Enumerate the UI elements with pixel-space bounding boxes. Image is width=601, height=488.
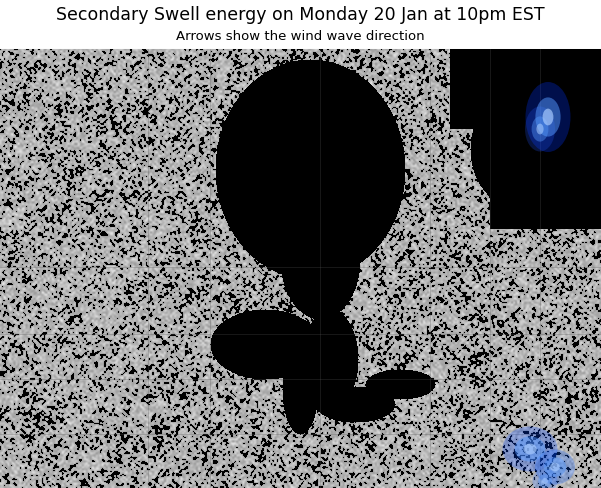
Ellipse shape [532,468,558,488]
Ellipse shape [542,478,548,484]
Ellipse shape [537,124,543,135]
Ellipse shape [535,98,561,137]
Ellipse shape [514,436,545,462]
Ellipse shape [544,457,566,477]
Ellipse shape [532,117,548,142]
Text: Secondary Swell energy on Monday 20 Jan at 10pm EST: Secondary Swell energy on Monday 20 Jan … [56,6,545,24]
Ellipse shape [543,109,554,126]
Ellipse shape [525,107,555,152]
Ellipse shape [538,474,552,488]
Text: Arrows show the wind wave direction: Arrows show the wind wave direction [176,29,425,42]
Ellipse shape [535,449,575,485]
Ellipse shape [550,463,560,471]
Ellipse shape [523,444,537,454]
Ellipse shape [502,427,558,471]
Ellipse shape [525,83,570,153]
